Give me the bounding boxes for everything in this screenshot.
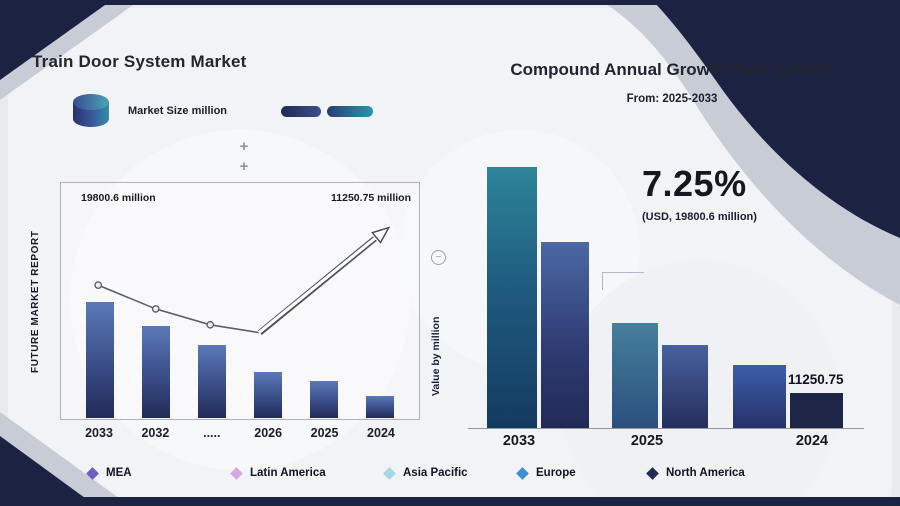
legend-item-north-america: North America xyxy=(646,466,745,480)
cagr-note: (USD, 19800.6 million) xyxy=(642,211,757,223)
diamond-icon xyxy=(383,466,396,480)
left-x-axis-labels: 2033 2032 ..... 2026 2025 2024 xyxy=(60,426,420,440)
right-bar-chart xyxy=(470,140,865,428)
legend-label: Asia Pacific xyxy=(403,467,468,479)
step-decor-icon xyxy=(602,272,644,290)
scale-pills-icon xyxy=(281,105,374,117)
diamond-icon xyxy=(646,466,659,480)
bar-2025-series-b xyxy=(662,345,708,428)
bar-2026 xyxy=(254,371,282,418)
bar-2033-series-a xyxy=(487,167,537,428)
plus-decor: + + xyxy=(236,138,252,175)
right-chart-baseline xyxy=(468,428,864,429)
bar-2032 xyxy=(142,326,170,418)
end-value-annotation: 11250.75 million xyxy=(331,192,411,204)
bar-2024-series-b xyxy=(790,392,843,428)
x-label-ellipsis: ..... xyxy=(203,426,221,440)
bar-2033 xyxy=(86,302,114,418)
legend-item-asia-pacific: Asia Pacific xyxy=(383,466,468,480)
right-x-label-2033: 2033 xyxy=(502,433,536,449)
scale-pill-dark-icon xyxy=(281,105,322,117)
minus-circle-icon: − xyxy=(431,250,446,265)
bar-mid-years xyxy=(198,344,226,418)
market-size-legend: Market Size million xyxy=(66,92,374,130)
legend-label: MEA xyxy=(106,467,132,479)
legend-label: Europe xyxy=(536,467,576,479)
left-bar-chart: 19800.6 million 11250.75 million xyxy=(60,182,420,420)
x-label-2025: 2025 xyxy=(310,426,339,440)
bar-2024 xyxy=(366,395,394,418)
scale-pill-teal-icon xyxy=(327,105,374,117)
x-label-2032: 2032 xyxy=(141,426,170,440)
legend-label: Latin America xyxy=(250,467,326,479)
future-market-report-label: FUTURE MARKET REPORT xyxy=(30,230,41,374)
cagr-subtitle: From: 2025-2033 xyxy=(626,93,718,105)
diamond-icon xyxy=(516,466,529,480)
legend-label: North America xyxy=(666,467,745,479)
database-icon xyxy=(73,94,109,127)
x-label-2026: 2026 xyxy=(254,426,283,440)
cagr-title: Compound Annual Growth Rate (CAGR) xyxy=(510,60,834,79)
region-legend: MEA Latin America Asia Pacific Europe No… xyxy=(0,466,900,491)
x-label-2024: 2024 xyxy=(367,426,395,440)
bar-2025-series-a xyxy=(612,322,658,428)
bar-2033-series-b xyxy=(541,241,589,428)
start-value-annotation: 19800.6 million xyxy=(81,192,156,204)
market-size-label: Market Size million xyxy=(128,105,228,117)
cagr-value: 7.25% xyxy=(642,163,747,204)
diamond-icon xyxy=(86,466,99,480)
diamond-icon xyxy=(230,466,243,480)
left-chart-title: Train Door System Market xyxy=(32,52,247,71)
value-callout-2024: 11250.75 xyxy=(788,372,844,387)
right-x-label-2024: 2024 xyxy=(795,433,829,449)
legend-item-europe: Europe xyxy=(516,466,576,480)
bar-2025 xyxy=(310,380,338,418)
plus-icon: + xyxy=(239,138,249,155)
bar-2024-series-a xyxy=(733,364,786,428)
right-x-label-2025: 2025 xyxy=(630,433,664,449)
left-plot-area xyxy=(86,302,394,418)
legend-item-latin-america: Latin America xyxy=(230,466,326,480)
value-by-million-label: Value by million xyxy=(430,316,442,396)
x-label-2033: 2033 xyxy=(85,426,113,440)
plus-icon: + xyxy=(239,158,249,175)
legend-item-mea: MEA xyxy=(86,466,132,480)
